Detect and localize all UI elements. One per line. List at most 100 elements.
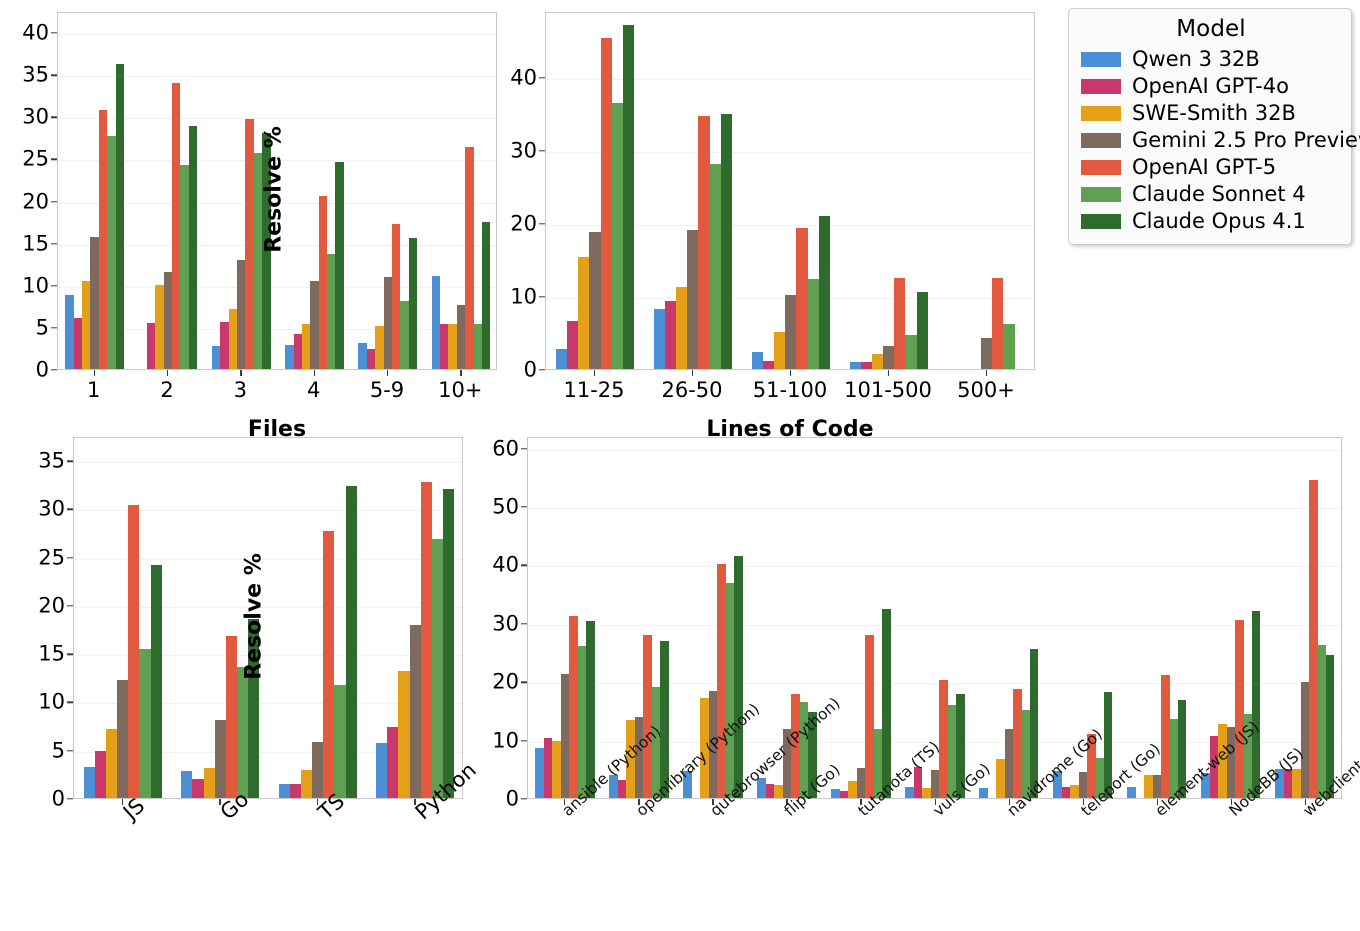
bar[interactable] (431, 539, 444, 798)
bar[interactable] (335, 161, 344, 369)
bar[interactable] (617, 780, 627, 798)
bar[interactable] (387, 726, 399, 798)
bar[interactable] (180, 165, 189, 369)
bar[interactable] (115, 64, 124, 369)
bar[interactable] (796, 228, 808, 369)
legend-item[interactable]: SWE-Smith 32B (1081, 100, 1341, 127)
bar[interactable] (698, 116, 710, 369)
bar[interactable] (117, 680, 129, 798)
bar[interactable] (709, 164, 721, 369)
bar[interactable] (992, 278, 1004, 369)
bar[interactable] (366, 348, 376, 369)
bar[interactable] (922, 787, 931, 798)
bar[interactable] (626, 720, 635, 798)
legend-item[interactable]: OpenAI GPT-5 (1081, 154, 1341, 181)
bar[interactable] (683, 771, 692, 798)
bar[interactable] (849, 362, 861, 369)
bar[interactable] (586, 620, 595, 798)
bar[interactable] (150, 565, 162, 798)
bar[interactable] (1218, 723, 1227, 798)
bar[interactable] (871, 354, 884, 369)
bar[interactable] (1283, 769, 1293, 798)
bar[interactable] (82, 280, 91, 369)
bar[interactable] (220, 321, 229, 369)
bar[interactable] (589, 232, 601, 369)
bar[interactable] (757, 777, 766, 798)
bar[interactable] (1309, 479, 1318, 798)
bar[interactable] (894, 278, 906, 369)
bar[interactable] (456, 304, 466, 369)
bar[interactable] (376, 742, 388, 798)
bar[interactable] (1013, 689, 1022, 798)
bar[interactable] (293, 333, 302, 369)
bar[interactable] (947, 704, 957, 798)
legend-item[interactable]: Gemini 2.5 Pro Preview (1081, 127, 1360, 154)
bar[interactable] (930, 769, 940, 798)
bar[interactable] (1095, 758, 1105, 798)
bar[interactable] (1030, 648, 1039, 798)
bar[interactable] (905, 786, 914, 798)
bar[interactable] (734, 556, 743, 798)
bar[interactable] (720, 114, 733, 369)
bar[interactable] (225, 635, 237, 798)
bar[interactable] (831, 789, 840, 798)
bar[interactable] (1161, 675, 1170, 798)
bar[interactable] (383, 277, 392, 369)
bar[interactable] (1003, 323, 1015, 369)
bar[interactable] (155, 284, 164, 369)
bar[interactable] (980, 338, 993, 369)
bar[interactable] (203, 768, 215, 798)
bar[interactable] (146, 322, 156, 369)
bar[interactable] (782, 729, 792, 798)
bar[interactable] (211, 346, 221, 369)
bar[interactable] (916, 291, 928, 369)
bar[interactable] (1226, 726, 1236, 798)
bar[interactable] (1201, 773, 1210, 798)
bar[interactable] (301, 324, 311, 369)
bar[interactable] (856, 767, 866, 798)
bar[interactable] (448, 324, 457, 369)
bar[interactable] (107, 135, 116, 369)
bar[interactable] (440, 324, 449, 369)
bar[interactable] (791, 694, 800, 798)
bar[interactable] (465, 147, 474, 369)
bar[interactable] (848, 781, 857, 798)
bar[interactable] (687, 230, 699, 369)
bar[interactable] (865, 635, 874, 798)
bar[interactable] (643, 635, 652, 798)
bar[interactable] (1004, 728, 1014, 798)
bar[interactable] (310, 280, 319, 369)
bar[interactable] (420, 482, 432, 798)
bar[interactable] (1053, 771, 1062, 798)
bar[interactable] (375, 326, 384, 369)
bar[interactable] (172, 83, 181, 369)
bar[interactable] (262, 133, 271, 369)
bar[interactable] (578, 257, 590, 369)
bar[interactable] (1251, 610, 1261, 798)
bar[interactable] (860, 361, 872, 369)
bar[interactable] (334, 685, 346, 798)
bar[interactable] (1325, 654, 1335, 798)
bar[interactable] (1235, 619, 1244, 798)
bar[interactable] (1209, 736, 1219, 798)
bar[interactable] (1127, 786, 1136, 798)
bar[interactable] (774, 785, 783, 798)
bar[interactable] (278, 783, 290, 798)
bar[interactable] (245, 118, 254, 369)
bar[interactable] (443, 489, 455, 798)
bar[interactable] (1144, 775, 1153, 798)
bar[interactable] (725, 583, 735, 798)
bar[interactable] (543, 737, 553, 798)
bar[interactable] (577, 646, 587, 798)
bar[interactable] (660, 640, 669, 798)
bar[interactable] (1292, 769, 1301, 798)
bar[interactable] (289, 783, 301, 798)
legend-item[interactable]: Claude Opus 4.1 (1081, 208, 1341, 235)
bar[interactable] (1169, 718, 1178, 798)
bar[interactable] (653, 309, 665, 369)
bar[interactable] (1104, 692, 1113, 798)
bar[interactable] (481, 221, 491, 369)
bar[interactable] (785, 295, 797, 369)
bar[interactable] (676, 287, 688, 369)
bar[interactable] (664, 301, 677, 369)
